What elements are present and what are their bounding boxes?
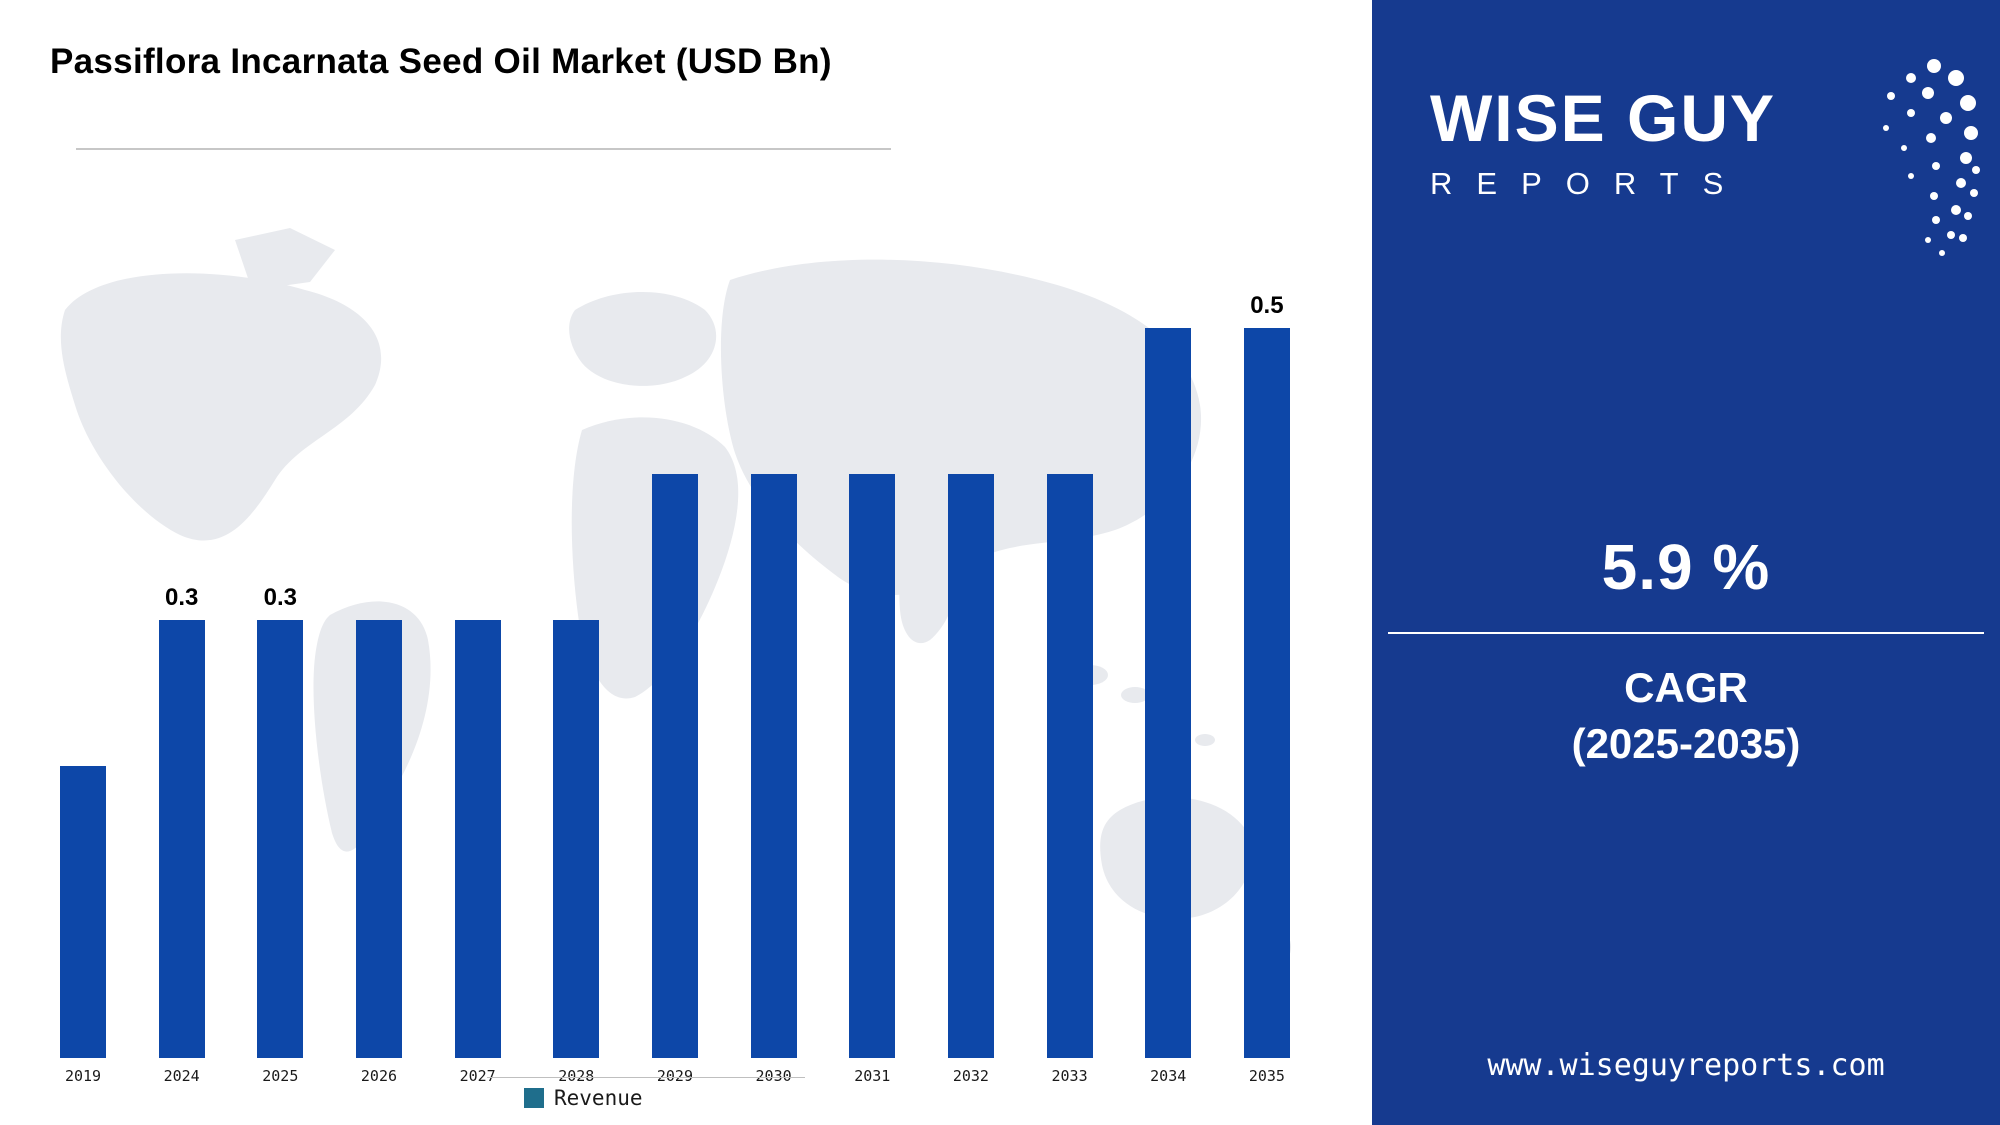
bar-item: 2033: [1046, 466, 1093, 1085]
bar: [750, 474, 797, 1058]
bar-year-label: 2031: [854, 1067, 891, 1085]
logo-text-line1: WISE GUY: [1430, 81, 1777, 155]
bar-year-label: 2025: [262, 1067, 299, 1085]
cagr-value: 5.9 %: [1601, 531, 1771, 603]
bar-year-label: 2035: [1248, 1067, 1285, 1085]
bar-item: 0.3 2025: [257, 584, 304, 1085]
bar-year-label: 2032: [952, 1067, 989, 1085]
bar-year-label: 2033: [1051, 1067, 1088, 1085]
bar-item: 2029: [651, 466, 698, 1085]
bar-year-label: 2030: [755, 1067, 792, 1085]
legend-label: Revenue: [554, 1086, 643, 1110]
dotted-head-profile-icon: [1883, 59, 1980, 256]
bar-item: 2026: [355, 612, 402, 1085]
bar-item: 2019: [60, 758, 106, 1085]
bar-year-label: 2027: [459, 1067, 496, 1085]
logo-text-line2: REPORTS: [1430, 166, 1748, 201]
bar: [651, 474, 698, 1058]
bars-container: 2019 0.3 2024 0.3 2025 2026 2027 2028 2029 2030 20…: [60, 261, 1290, 1085]
bar-year-label: 2029: [656, 1067, 693, 1085]
bar-year-label: 2028: [558, 1067, 595, 1085]
bar-value-label: 0.5: [1250, 292, 1284, 319]
bar-item: 2034: [1145, 320, 1192, 1085]
bar: [849, 474, 896, 1058]
bar-chart: 2019 0.3 2024 0.3 2025 2026 2027 2028 2029 2030 20…: [60, 261, 1290, 1085]
legend-swatch-icon: [524, 1088, 544, 1108]
bar-value-label: 0.3: [164, 584, 199, 611]
bar: [1046, 474, 1093, 1058]
bar-item: 0.3 2024: [158, 584, 205, 1085]
bar-item: 0.5 2035: [1243, 292, 1290, 1085]
title-divider: [76, 148, 891, 150]
chart-legend: Revenue: [524, 1086, 643, 1110]
page-title: Passiflora Incarnata Seed Oil Market (US…: [50, 42, 832, 81]
cagr-label: CAGR: [1624, 664, 1748, 711]
bar: [947, 474, 994, 1058]
bar-item: 2032: [947, 466, 994, 1085]
bar: [1243, 328, 1290, 1058]
bar-year-label: 2026: [360, 1067, 398, 1085]
bar-year-label: 2019: [64, 1067, 102, 1085]
bar-item: 2028: [553, 612, 600, 1085]
bar: [60, 766, 106, 1058]
cagr-range: (2025-2035): [1571, 720, 1801, 767]
bar: [454, 620, 501, 1058]
bar: [355, 620, 402, 1058]
cagr-block: 5.9 % CAGR (2025-2035): [1372, 530, 2000, 768]
bar: [257, 620, 304, 1058]
bar-value-label: 0.3: [263, 584, 297, 611]
bar-year-label: 2024: [163, 1067, 200, 1085]
logo: WISE GUY REPORTS: [1430, 80, 1776, 202]
bar-item: 2030: [750, 466, 797, 1085]
bar-year-label: 2034: [1150, 1067, 1187, 1085]
legend-divider: [487, 1077, 805, 1078]
bar-item: 2031: [849, 466, 896, 1085]
website-link[interactable]: www.wiseguyreports.com: [1487, 1048, 1885, 1083]
cagr-divider: [1388, 632, 1984, 634]
bar-item: 2027: [454, 612, 501, 1085]
brand-panel: WISE GUY REPORTS: [1372, 0, 2000, 1125]
bar: [158, 620, 205, 1058]
bar: [1145, 328, 1192, 1058]
bar: [553, 620, 600, 1058]
